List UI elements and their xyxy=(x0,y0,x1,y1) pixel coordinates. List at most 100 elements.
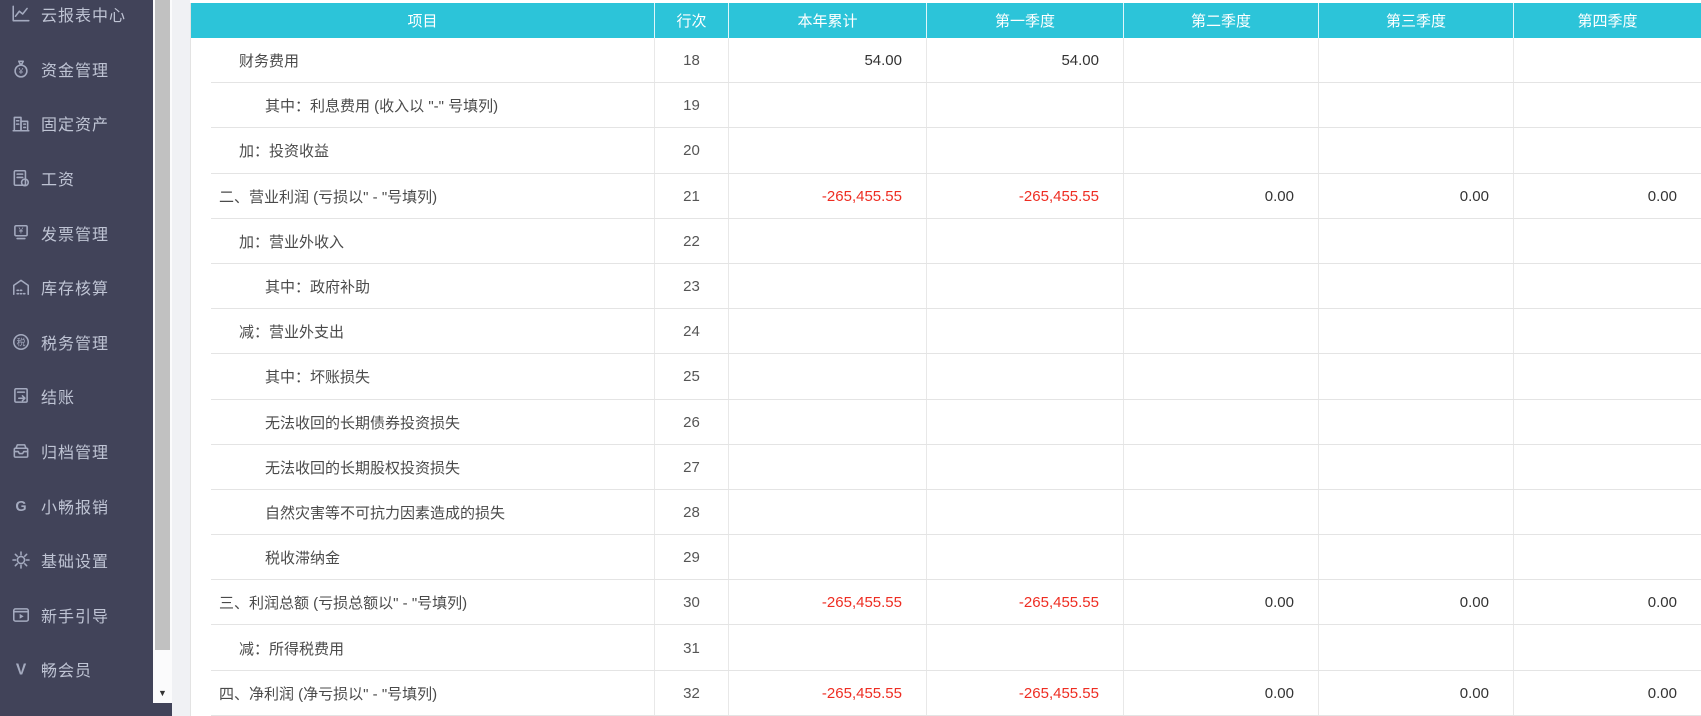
cell-q3 xyxy=(1318,128,1513,174)
column-header-6: 第四季度 xyxy=(1513,3,1701,38)
row-line-number: 28 xyxy=(654,489,728,536)
report-table: 项目 行次 本年累计 第一季度 第二季度 第三季度 第四季度 财务费用 18 54.00 54.0… xyxy=(190,3,1701,716)
sidebar-item-11[interactable]: 新手引导 xyxy=(0,588,153,643)
row-item-label: 税收滞纳金 xyxy=(265,550,341,568)
sidebar-item-8[interactable]: 归档管理 xyxy=(0,424,153,479)
row-item-label: 无法收回的长期债券投资损失 xyxy=(265,414,461,432)
cell-q3 xyxy=(1318,38,1513,84)
sidebar-item-label: 基础设置 xyxy=(41,554,110,572)
row-item-label: 自然灾害等不可抗力因素造成的损失 xyxy=(265,504,506,522)
row-item-label: 其中：利息费用 (收入以 "-" 号填列) xyxy=(265,98,499,116)
cell-ytd xyxy=(728,263,926,310)
row-item-label: 无法收回的长期股权投资损失 xyxy=(265,459,461,477)
svg-text:¥: ¥ xyxy=(18,66,24,76)
cell-q4 xyxy=(1513,535,1701,581)
sidebar-item-label: 云报表中心 xyxy=(41,8,127,26)
cell-q3 xyxy=(1318,535,1513,581)
reimburse-icon: G xyxy=(10,495,32,517)
sidebar-item-1[interactable]: ¥ 资金管理 xyxy=(0,42,153,97)
sidebar-item-label: 新手引导 xyxy=(41,608,110,626)
sidebar-item-0[interactable]: 云报表中心 xyxy=(0,0,153,42)
cell-q1 xyxy=(926,489,1123,536)
cell-q4 xyxy=(1513,263,1701,310)
sidebar-item-5[interactable]: 库存核算 xyxy=(0,260,153,315)
cell-q4 xyxy=(1513,128,1701,174)
column-header-5: 第三季度 xyxy=(1318,3,1513,38)
row-line-number: 18 xyxy=(654,38,728,84)
cell-ytd xyxy=(728,83,926,129)
sidebar-item-label: 固定资产 xyxy=(41,117,110,135)
row-line-number: 23 xyxy=(654,263,728,310)
row-item-label: 三、利润总额 (亏损总额以" - "号填列) xyxy=(219,595,468,613)
sidebar-item-6[interactable]: 税 税务管理 xyxy=(0,315,153,370)
sidebar-item-3[interactable]: 工资 xyxy=(0,151,153,206)
cell-ytd xyxy=(728,309,926,355)
sidebar-item-10[interactable]: 基础设置 xyxy=(0,533,153,588)
building-icon xyxy=(10,112,32,134)
table-row: 无法收回的长期股权投资损失 27 xyxy=(191,444,1701,491)
invoice-icon: ¥ xyxy=(10,222,32,244)
cell-q3 xyxy=(1318,83,1513,129)
table-body: 财务费用 18 54.00 54.00 其中：利息费用 (收入以 "-" 号填列) 19 加… xyxy=(191,38,1701,716)
cell-q1 xyxy=(926,354,1123,400)
sidebar-item-label: 税务管理 xyxy=(41,335,110,353)
svg-text:税: 税 xyxy=(17,336,26,347)
cell-ytd: -265,455.55 xyxy=(728,173,926,219)
cell-q3: 0.00 xyxy=(1318,670,1513,716)
cell-q2 xyxy=(1123,263,1318,310)
cell-q1: -265,455.55 xyxy=(926,173,1123,219)
sidebar-item-12[interactable]: V 畅会员 xyxy=(0,642,153,697)
cell-q2: 0.00 xyxy=(1123,580,1318,626)
row-line-number: 25 xyxy=(654,354,728,400)
cell-q1 xyxy=(926,444,1123,490)
cell-q4 xyxy=(1513,218,1701,264)
sidebar-item-7[interactable]: 结账 xyxy=(0,369,153,424)
cell-q1: 54.00 xyxy=(926,38,1123,84)
table-row: 税收滞纳金 29 xyxy=(191,535,1701,581)
tax-stamp-icon: 税 xyxy=(10,331,32,353)
table-row: 减：所得税费用 31 xyxy=(191,625,1701,671)
cell-q1: -265,455.55 xyxy=(926,580,1123,626)
table-row: 财务费用 18 54.00 54.00 xyxy=(191,38,1701,84)
cell-ytd xyxy=(728,489,926,536)
sidebar-scrollbar[interactable]: ▼ xyxy=(153,0,172,703)
scrollbar-down-button[interactable]: ▼ xyxy=(153,683,172,703)
row-line-number: 27 xyxy=(654,444,728,490)
sidebar-item-2[interactable]: 固定资产 xyxy=(0,96,153,151)
sidebar-item-4[interactable]: ¥ 发票管理 xyxy=(0,205,153,260)
sidebar-item-label: 归档管理 xyxy=(41,445,110,463)
money-bag-icon: ¥ xyxy=(10,58,32,80)
row-item-label: 其中：政府补助 xyxy=(265,279,371,297)
cell-ytd xyxy=(728,625,926,671)
cell-q3 xyxy=(1318,489,1513,536)
column-header-0: 项目 xyxy=(407,13,438,30)
warehouse-icon xyxy=(10,276,32,298)
scrollbar-thumb[interactable] xyxy=(155,0,170,650)
archive-icon xyxy=(10,440,32,462)
cell-q3 xyxy=(1318,354,1513,400)
cell-q1 xyxy=(926,83,1123,129)
cell-q1 xyxy=(926,263,1123,310)
cell-q1 xyxy=(926,399,1123,445)
cell-q2 xyxy=(1123,309,1318,355)
cell-q2 xyxy=(1123,128,1318,174)
cell-q1 xyxy=(926,535,1123,581)
cell-q4 xyxy=(1513,489,1701,536)
cell-q2 xyxy=(1123,489,1318,536)
cell-q4 xyxy=(1513,625,1701,671)
sidebar-item-9[interactable]: G 小畅报销 xyxy=(0,478,153,533)
row-line-number: 32 xyxy=(654,670,728,716)
table-row: 其中：坏账损失 25 xyxy=(191,354,1701,400)
cell-q1 xyxy=(926,309,1123,355)
table-row: 自然灾害等不可抗力因素造成的损失 28 xyxy=(191,489,1701,536)
cell-q2 xyxy=(1123,625,1318,671)
sidebar-gutter xyxy=(172,0,190,716)
cell-q3 xyxy=(1318,263,1513,310)
cell-q3: 0.00 xyxy=(1318,173,1513,219)
cell-q4 xyxy=(1513,444,1701,490)
row-line-number: 22 xyxy=(654,218,728,264)
cell-q2 xyxy=(1123,218,1318,264)
column-header-4: 第二季度 xyxy=(1123,3,1318,38)
row-line-number: 30 xyxy=(654,580,728,626)
